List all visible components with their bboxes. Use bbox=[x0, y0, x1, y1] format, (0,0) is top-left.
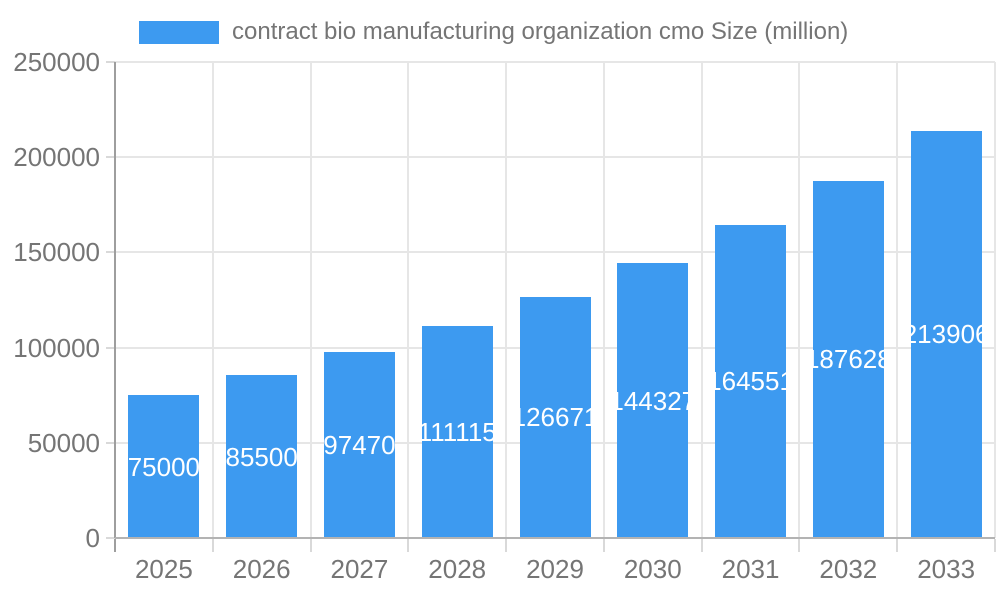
x-tick bbox=[798, 539, 801, 552]
y-gridline bbox=[115, 156, 995, 159]
y-axis-label: 200000 bbox=[13, 142, 100, 173]
x-gridline bbox=[505, 62, 508, 538]
bar-value-label: 111115 bbox=[417, 417, 497, 448]
bar-value-label: 187628 bbox=[804, 344, 892, 375]
legend-swatch-icon bbox=[139, 20, 219, 44]
x-axis-label: 2029 bbox=[526, 554, 584, 584]
bar bbox=[519, 296, 591, 538]
bar bbox=[421, 326, 493, 538]
y-axis-line bbox=[114, 62, 116, 538]
chart-legend: contract bio manufacturing organization … bbox=[139, 18, 848, 46]
x-gridline bbox=[407, 62, 410, 538]
bar-value-label: 75000 bbox=[127, 451, 201, 482]
bar bbox=[910, 130, 982, 538]
x-gridline bbox=[211, 62, 214, 538]
bar bbox=[715, 224, 787, 538]
x-axis-label: 2030 bbox=[623, 554, 682, 584]
bar bbox=[128, 395, 200, 538]
x-axis-label: 2032 bbox=[819, 554, 878, 584]
bar-value-label: 85500 bbox=[225, 441, 298, 472]
bar bbox=[617, 263, 689, 538]
y-tick bbox=[106, 441, 115, 444]
x-gridline bbox=[994, 62, 996, 538]
x-gridline bbox=[798, 62, 801, 538]
y-axis-label: 0 bbox=[85, 523, 100, 553]
x-axis-label: 2028 bbox=[428, 554, 487, 584]
y-tick bbox=[106, 346, 115, 349]
y-axis-label: 100000 bbox=[13, 332, 100, 363]
x-tick bbox=[896, 539, 899, 552]
y-tick bbox=[106, 156, 115, 159]
x-gridline bbox=[602, 62, 605, 538]
bar bbox=[323, 352, 395, 538]
bar-value-label: 213906 bbox=[902, 319, 990, 350]
y-tick bbox=[106, 61, 115, 63]
x-axis-label: 2027 bbox=[330, 554, 389, 584]
y-tick bbox=[106, 537, 115, 539]
x-tick bbox=[700, 539, 703, 552]
x-axis-label: 2031 bbox=[721, 554, 780, 584]
y-axis-label: 150000 bbox=[13, 237, 100, 268]
bar-value-label: 126671 bbox=[511, 402, 599, 433]
bar-value-label: 97470 bbox=[323, 430, 396, 461]
y-gridline bbox=[115, 251, 995, 254]
x-axis-label: 2026 bbox=[232, 554, 291, 584]
x-gridline bbox=[309, 62, 312, 538]
x-tick bbox=[211, 539, 214, 552]
bar-value-label: 164551 bbox=[707, 366, 794, 397]
bar-value-label: 144327 bbox=[609, 385, 697, 416]
x-gridline bbox=[700, 62, 703, 538]
x-tick bbox=[309, 539, 312, 552]
y-tick bbox=[106, 251, 115, 254]
x-tick bbox=[505, 539, 508, 552]
x-tick bbox=[407, 539, 410, 552]
x-tick bbox=[994, 539, 996, 552]
y-gridline bbox=[115, 61, 995, 63]
x-tick bbox=[114, 539, 116, 552]
y-axis-label: 250000 bbox=[13, 47, 100, 77]
y-axis-label: 50000 bbox=[27, 427, 100, 458]
x-gridline bbox=[896, 62, 899, 538]
x-tick bbox=[602, 539, 605, 552]
bar bbox=[226, 375, 298, 538]
x-axis-label: 2033 bbox=[917, 554, 976, 584]
legend-label: contract bio manufacturing organization … bbox=[232, 18, 849, 45]
bar bbox=[812, 180, 884, 538]
x-axis-baseline bbox=[115, 537, 995, 539]
x-axis-label: 2025 bbox=[134, 554, 193, 584]
